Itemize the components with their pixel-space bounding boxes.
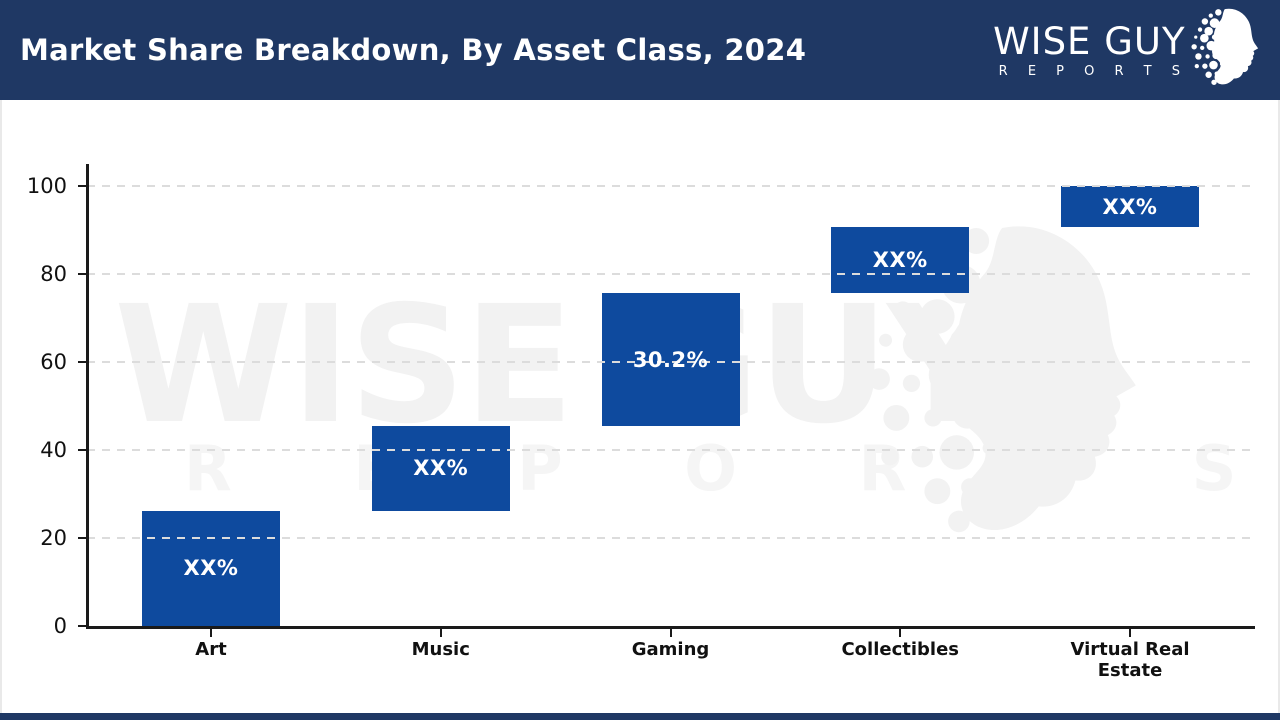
y-tick-80 — [78, 273, 86, 275]
x-tick-collectibles — [899, 629, 902, 637]
y-tick-60 — [78, 361, 86, 363]
y-tick-label-60: 60 — [40, 350, 67, 374]
x-axis-label-music: Music — [411, 639, 470, 660]
y-axis-line — [86, 164, 89, 629]
wise-guy-logo: WISE GUY R E P O R T S — [991, 4, 1266, 96]
x-axis-label-gaming: Gaming — [631, 639, 710, 660]
y-tick-40 — [78, 449, 86, 451]
y-tick-label-100: 100 — [26, 174, 67, 198]
bar-value-label-collectibles: XX% — [872, 248, 928, 273]
chart-area: WISE GUY R E P O R T S — [0, 100, 1280, 713]
bar-value-label-art: XX% — [183, 556, 239, 581]
bar-value-label-virtual-real-estate: XX% — [1102, 194, 1158, 219]
x-tick-gaming — [669, 629, 672, 637]
bar-value-label-gaming: 30.2% — [632, 347, 709, 372]
gridline-60 — [87, 361, 1255, 363]
gridline-100 — [87, 185, 1255, 187]
x-axis-label-virtual-real-estate: Virtual Real Estate — [1070, 639, 1190, 681]
bar-virtual-real-estate — [1061, 186, 1199, 228]
logo-face-icon — [1190, 7, 1266, 93]
logo-wordmark: WISE GUY — [993, 19, 1186, 63]
logo-subtitle: R E P O R T S — [998, 63, 1188, 79]
header-bar: Market Share Breakdown, By Asset Class, … — [0, 0, 1280, 100]
y-tick-0 — [78, 625, 86, 627]
y-tick-label-80: 80 — [40, 262, 67, 286]
bar-art — [142, 510, 280, 626]
x-tick-music — [439, 629, 442, 637]
gridline-20 — [87, 537, 1255, 539]
x-axis-label-art: Art — [195, 639, 227, 660]
bar-value-label-music: XX% — [413, 456, 469, 481]
watermark-wordmark: WISE GUY — [114, 272, 1005, 460]
x-axis-line — [86, 626, 1255, 629]
x-axis-label-collectibles: Collectibles — [841, 639, 960, 660]
gridline-40 — [87, 449, 1255, 451]
bar-music — [371, 426, 510, 511]
y-tick-100 — [78, 185, 86, 187]
x-tick-virtual-real-estate — [1129, 629, 1131, 637]
x-tick-art — [210, 629, 212, 637]
gridline-80 — [87, 273, 1255, 275]
bar-gaming — [601, 293, 740, 427]
y-tick-20 — [78, 537, 86, 539]
y-tick-label-20: 20 — [40, 526, 67, 550]
y-tick-label-0: 0 — [53, 614, 67, 638]
y-tick-label-40: 40 — [40, 438, 67, 462]
logo-text: WISE GUY R E P O R T S — [991, 19, 1188, 79]
page-title: Market Share Breakdown, By Asset Class, … — [20, 33, 807, 67]
footer-bar — [0, 713, 1280, 720]
bar-collectibles — [831, 227, 970, 294]
